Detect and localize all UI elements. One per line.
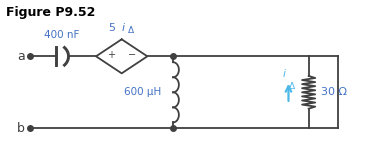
Text: +: +	[107, 50, 116, 60]
Text: Δ: Δ	[289, 82, 295, 91]
Text: 600 μH: 600 μH	[124, 87, 161, 97]
Text: i: i	[122, 23, 125, 33]
Text: Figure P9.52: Figure P9.52	[6, 6, 96, 19]
Text: b: b	[17, 122, 25, 135]
Text: Δ: Δ	[128, 26, 134, 35]
Text: 5: 5	[109, 23, 120, 33]
Text: 30 Ω: 30 Ω	[322, 87, 347, 97]
Text: −: −	[128, 50, 136, 60]
Text: i: i	[282, 69, 286, 79]
Text: 400 nF: 400 nF	[45, 30, 80, 40]
Text: a: a	[17, 50, 25, 63]
